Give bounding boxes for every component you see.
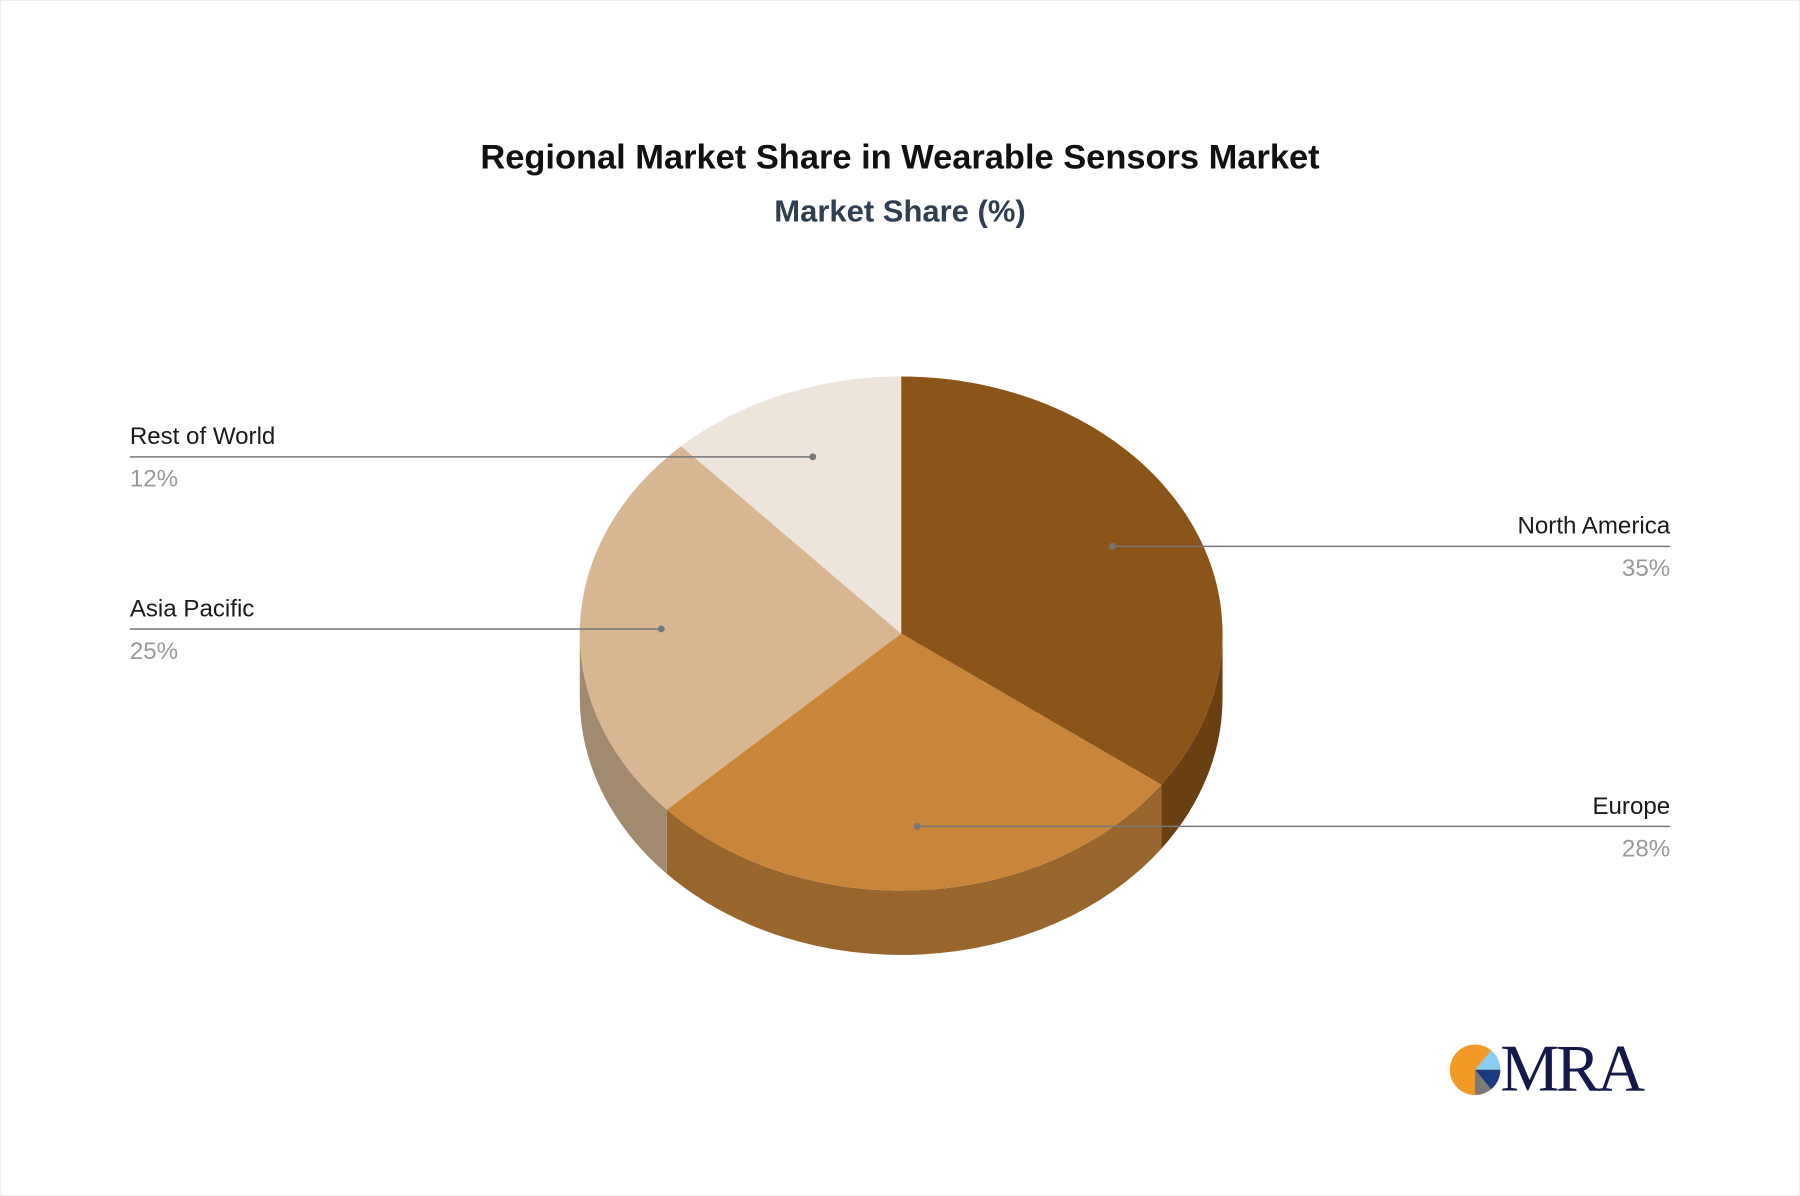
pie-slices (579, 376, 1223, 891)
mra-logo: MRA (1449, 1032, 1648, 1105)
logo-text: MRA (1500, 1032, 1645, 1105)
leader-dot-north-america (1108, 542, 1116, 550)
value-label-asia-pacific: 25% (130, 638, 178, 665)
slice-labels: North America 35% Europe 28% Asia Pacific 25%… (129, 423, 1671, 862)
side-asia-pacific (579, 633, 667, 874)
label-rest-of-world: Rest of World (130, 423, 276, 450)
leader-dot-rest-of-world (809, 453, 817, 461)
chart-title: Regional Market Share in Wearable Sensor… (480, 139, 1320, 177)
side-north-america (1161, 633, 1223, 849)
leader-dot-europe (913, 822, 921, 830)
pie-sides (579, 633, 1223, 955)
label-asia-pacific: Asia Pacific (130, 595, 255, 622)
label-europe: Europe (1592, 793, 1670, 820)
value-label-europe: 28% (1622, 835, 1670, 862)
slice-asia-pacific[interactable] (579, 446, 902, 810)
side-europe (666, 784, 1162, 955)
label-north-america: North America (1518, 513, 1671, 540)
slice-north-america[interactable] (901, 376, 1223, 785)
value-label-north-america: 35% (1622, 555, 1670, 582)
slice-rest-of-world[interactable] (681, 376, 902, 634)
leader-dot-asia-pacific (657, 625, 665, 633)
chart-subtitle: Market Share (%) (774, 194, 1025, 229)
value-label-rest-of-world: 12% (130, 466, 178, 493)
